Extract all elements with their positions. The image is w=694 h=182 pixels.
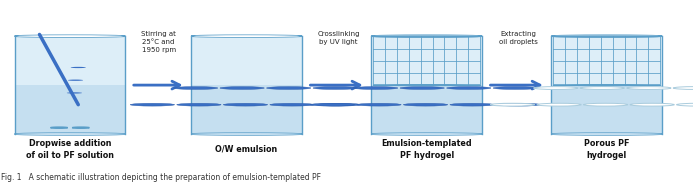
Ellipse shape — [580, 87, 625, 89]
Ellipse shape — [223, 103, 268, 106]
Text: O/W emulsion: O/W emulsion — [215, 145, 278, 154]
Ellipse shape — [266, 87, 311, 89]
Ellipse shape — [673, 87, 694, 89]
Ellipse shape — [15, 133, 126, 135]
Ellipse shape — [191, 133, 302, 135]
Ellipse shape — [68, 80, 83, 81]
Ellipse shape — [450, 103, 494, 106]
Text: Fig. 1   A schematic illustration depicting the preparation of emulsion-template: Fig. 1 A schematic illustration depictin… — [1, 173, 321, 182]
Polygon shape — [191, 85, 302, 134]
Ellipse shape — [371, 133, 482, 135]
Polygon shape — [191, 36, 302, 85]
Ellipse shape — [316, 103, 361, 106]
Polygon shape — [15, 36, 126, 85]
Text: Stirring at
25°C and
1950 rpm: Stirring at 25°C and 1950 rpm — [141, 31, 176, 53]
Polygon shape — [551, 85, 662, 134]
Ellipse shape — [537, 103, 582, 106]
Ellipse shape — [15, 133, 126, 135]
Text: Extracting
oil droplets: Extracting oil droplets — [499, 31, 539, 45]
Text: Crosslinking
by UV light: Crosslinking by UV light — [317, 31, 360, 45]
Ellipse shape — [371, 133, 482, 135]
Text: Emulsion-templated
PF hydrogel: Emulsion-templated PF hydrogel — [381, 139, 472, 160]
Ellipse shape — [371, 35, 482, 37]
Ellipse shape — [554, 35, 660, 37]
Ellipse shape — [71, 67, 86, 68]
Ellipse shape — [130, 103, 174, 106]
Ellipse shape — [357, 103, 401, 106]
Ellipse shape — [677, 103, 694, 106]
Ellipse shape — [584, 103, 628, 106]
Text: Porous PF
hydrogel: Porous PF hydrogel — [584, 139, 629, 160]
Ellipse shape — [191, 133, 302, 135]
Ellipse shape — [67, 92, 82, 94]
Ellipse shape — [17, 35, 123, 37]
Ellipse shape — [310, 103, 355, 106]
Text: Dropwise addition
of oil to PF solution: Dropwise addition of oil to PF solution — [26, 139, 114, 160]
Ellipse shape — [191, 35, 302, 37]
Ellipse shape — [493, 87, 537, 89]
Ellipse shape — [534, 87, 578, 89]
Ellipse shape — [373, 35, 480, 37]
Ellipse shape — [447, 87, 491, 89]
Ellipse shape — [270, 103, 314, 106]
Polygon shape — [371, 36, 482, 85]
Ellipse shape — [177, 103, 221, 106]
Ellipse shape — [353, 87, 398, 89]
Ellipse shape — [551, 133, 662, 135]
Polygon shape — [371, 85, 482, 134]
Ellipse shape — [194, 35, 300, 37]
Ellipse shape — [551, 133, 662, 135]
Polygon shape — [551, 36, 662, 85]
Ellipse shape — [313, 87, 357, 89]
Ellipse shape — [551, 35, 662, 37]
Ellipse shape — [630, 103, 675, 106]
Ellipse shape — [400, 87, 444, 89]
Ellipse shape — [627, 87, 671, 89]
Ellipse shape — [174, 87, 218, 89]
Ellipse shape — [491, 103, 534, 106]
Polygon shape — [15, 85, 126, 134]
Ellipse shape — [15, 35, 126, 37]
Ellipse shape — [220, 87, 264, 89]
Ellipse shape — [403, 103, 448, 106]
Ellipse shape — [496, 103, 541, 106]
